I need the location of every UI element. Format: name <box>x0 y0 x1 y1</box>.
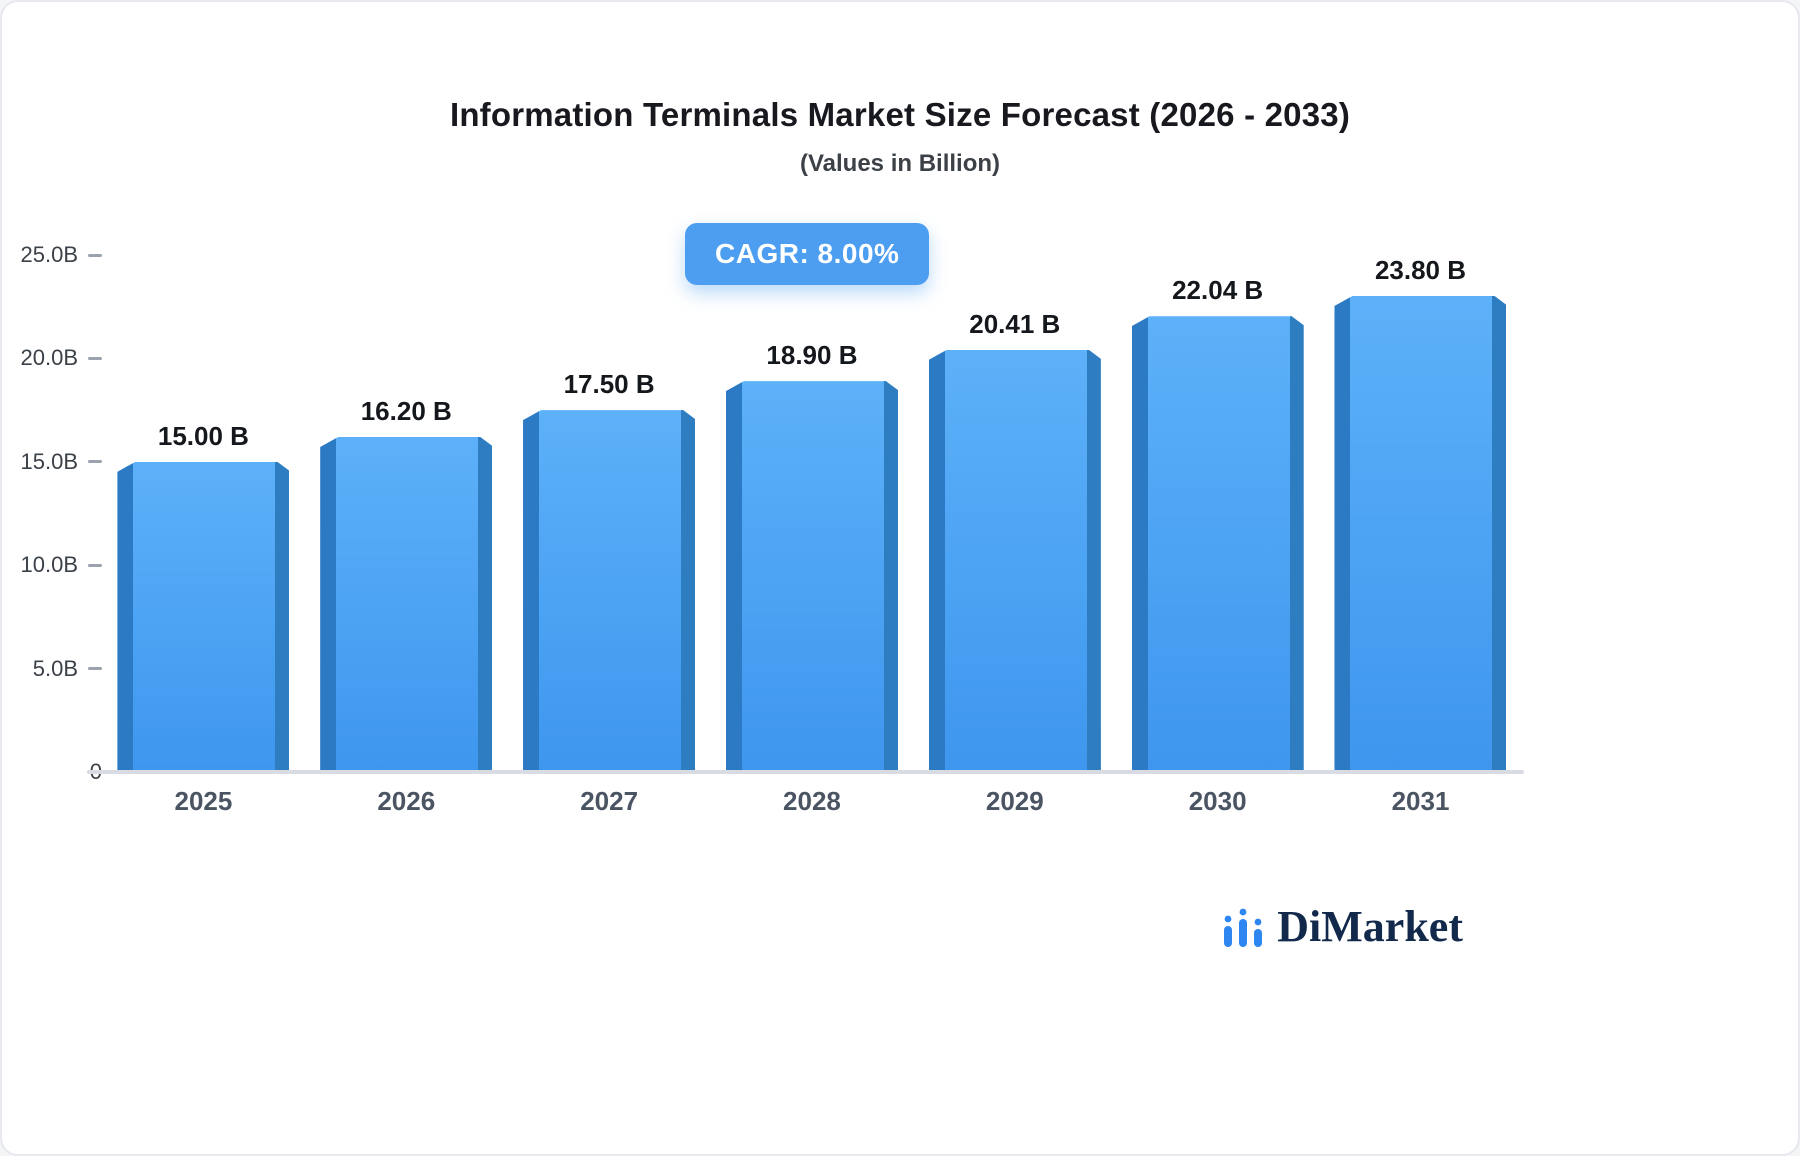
bar-value-label: 15.00 B <box>157 420 249 451</box>
chart-subtitle: (Values in Billion) <box>799 150 1001 177</box>
y-tick: 25.0B <box>20 242 102 268</box>
y-tick-label: 10.0B <box>20 552 79 578</box>
bar-slot: 22.04 B <box>1132 255 1304 772</box>
bar-value-label: 18.90 B <box>766 340 858 371</box>
bar-value-label: 20.41 B <box>969 308 1061 339</box>
y-tick-label: 25.0B <box>20 242 79 267</box>
bar <box>320 437 492 772</box>
x-axis-label: 2030 <box>1188 786 1247 816</box>
dimarket-bars-icon <box>1224 908 1263 947</box>
y-tick-label: 20.0B <box>20 345 79 371</box>
bar-slot: 17.50 B <box>523 255 695 772</box>
y-tick-label: 15.0B <box>20 448 79 474</box>
y-tick-mark <box>88 563 102 567</box>
bar-slot: 16.20 B <box>320 255 492 772</box>
x-axis-line <box>87 770 1524 774</box>
dimarket-logo: DiMarket <box>1221 905 1463 949</box>
y-tick-mark <box>88 356 102 360</box>
y-tick: 5.0B <box>33 656 102 682</box>
bar-slot: 18.90 B <box>726 255 898 772</box>
bar-value-label: 23.80 B <box>1374 255 1467 285</box>
y-tick-mark <box>88 460 102 464</box>
y-tick-mark <box>88 253 102 257</box>
x-axis-label: 2025 <box>174 786 233 816</box>
bar <box>1132 316 1304 772</box>
x-axis-label: 2029 <box>985 786 1044 816</box>
x-axis-labels: 2025 2026 2027 2028 2029 2030 2031 <box>102 786 1522 817</box>
y-tick: 15.0B <box>20 448 102 475</box>
y-tick: 20.0B <box>20 345 102 371</box>
cagr-badge-label: CAGR: 8.00% <box>715 238 900 269</box>
bar <box>1334 296 1506 772</box>
y-tick-mark <box>88 667 102 671</box>
bar-slot: 23.80 B <box>1334 255 1506 772</box>
x-axis-label: 2026 <box>377 786 436 816</box>
bar-value-label: 16.20 B <box>360 395 452 426</box>
bar <box>929 350 1101 772</box>
dimarket-brand-text: DiMarket <box>1277 902 1463 951</box>
bar <box>117 462 289 772</box>
x-axis-label: 2027 <box>580 786 639 816</box>
bars-container: 15.00 B 16.20 B 17.50 B 18.90 B 20.41 B 22.04… <box>102 255 1522 772</box>
bar-slot: 20.41 B <box>929 255 1101 772</box>
bar-value-label: 22.04 B <box>1172 275 1264 306</box>
x-axis-label: 2028 <box>783 786 841 816</box>
x-axis-label: 2031 <box>1391 786 1450 816</box>
bar <box>523 410 695 772</box>
chart-title: Information Terminals Market Size Foreca… <box>449 96 1351 133</box>
bar <box>726 381 898 772</box>
bar-slot: 15.00 B <box>117 255 289 772</box>
y-tick-label: 5.0B <box>32 655 78 681</box>
cagr-badge: CAGR: 8.00% <box>685 223 930 285</box>
bar-value-label: 17.50 B <box>563 369 655 400</box>
plot-area: 15.00 B 16.20 B 17.50 B 18.90 B 20.41 B 22.04… <box>102 255 1522 772</box>
y-tick: 10.0B <box>20 552 102 578</box>
